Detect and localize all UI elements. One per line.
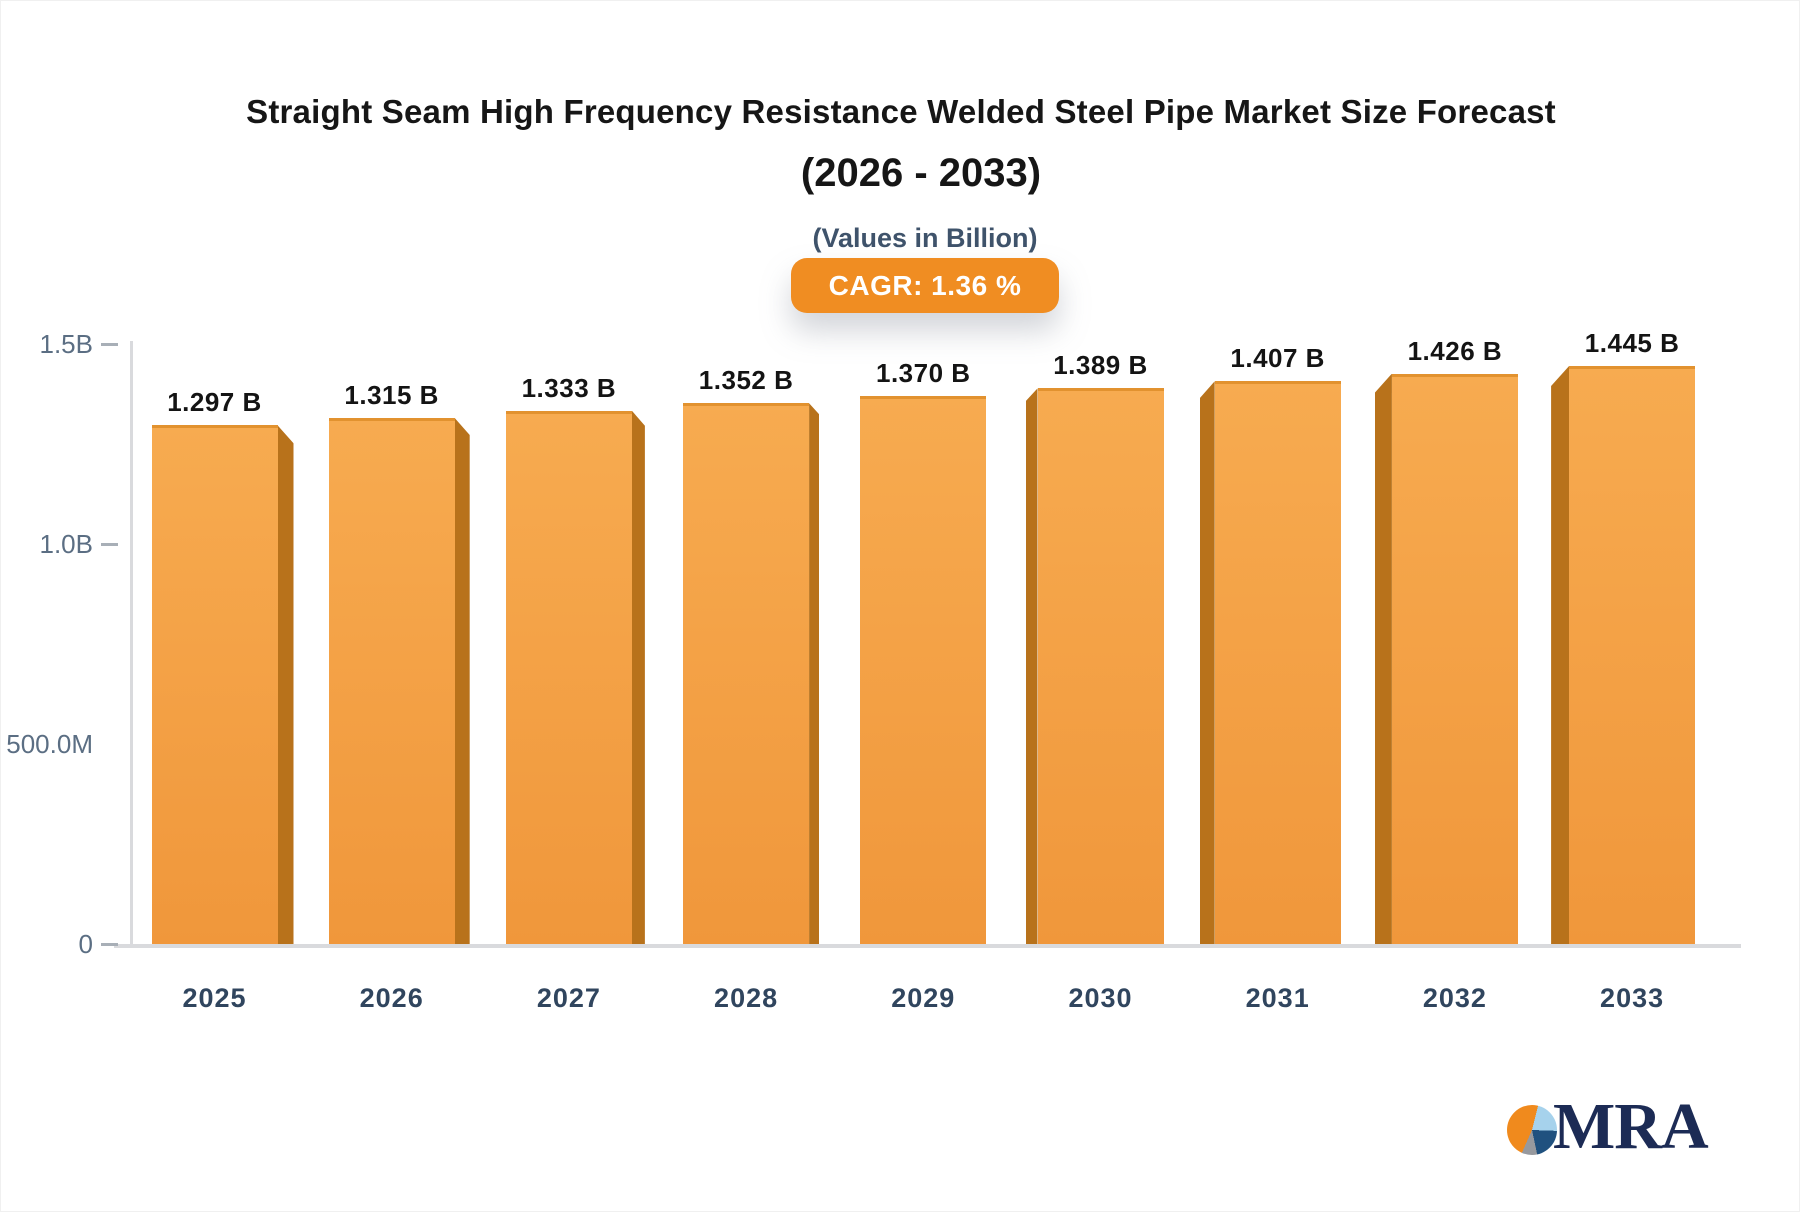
cagr-badge: CAGR: 1.36 % xyxy=(791,258,1059,313)
bar-2026 xyxy=(328,418,455,944)
y-tick-label-3: 0 xyxy=(78,929,93,959)
x-axis-label-2031: 2031 xyxy=(1245,983,1310,1013)
bar-side-2032 xyxy=(1374,373,1392,944)
y-tick-dash-0 xyxy=(101,343,118,346)
bar-value-label-2028: 1.352 B xyxy=(698,365,794,396)
bar-value-label-2030: 1.389 B xyxy=(1053,350,1148,381)
mra-logo-text: MRA xyxy=(1553,1090,1709,1163)
mra-logo: MRA xyxy=(1507,1089,1727,1163)
bar-side-2031 xyxy=(1199,381,1215,944)
bar-2031 xyxy=(1214,381,1341,944)
bar-side-2033 xyxy=(1551,366,1570,944)
bar-value-label-2027: 1.333 B xyxy=(521,372,617,403)
y-tick-label-2: 500.0M xyxy=(6,729,93,759)
bar-2029 xyxy=(860,396,987,944)
bar-2032 xyxy=(1391,373,1518,944)
x-axis-label-2032: 2032 xyxy=(1422,983,1487,1013)
bar-value-label-2032: 1.426 B xyxy=(1407,335,1503,366)
x-axis-label-2026: 2026 xyxy=(359,983,424,1013)
bar-side-2025 xyxy=(277,425,294,944)
y-tick-dash-1 xyxy=(101,543,118,546)
mra-logo-pie-icon xyxy=(1507,1105,1557,1155)
x-axis-label-2027: 2027 xyxy=(536,983,601,1013)
bar-side-2027 xyxy=(631,410,645,944)
bar-2025 xyxy=(151,425,278,944)
bar-side-2028 xyxy=(809,403,820,944)
bar-value-label-2031: 1.407 B xyxy=(1230,343,1325,374)
x-axis-label-2033: 2033 xyxy=(1600,983,1665,1013)
bar-side-2030 xyxy=(1025,388,1038,944)
y-tick-label-0: 1.5B xyxy=(39,329,94,359)
x-axis-label-2028: 2028 xyxy=(714,983,779,1013)
chart-title-years: (2026 - 2033) xyxy=(800,151,1042,195)
bar-side-2026 xyxy=(454,418,470,944)
bar-value-label-2029: 1.370 B xyxy=(876,358,971,388)
y-tick-label-1: 1.0B xyxy=(39,529,94,559)
bar-value-label-2026: 1.315 B xyxy=(344,380,439,410)
x-axis-label-2025: 2025 xyxy=(182,983,247,1013)
chart-subtitle: (Values in Billion) xyxy=(812,223,1038,253)
x-axis-label-2030: 2030 xyxy=(1068,983,1133,1013)
bar-2028 xyxy=(683,403,810,944)
bar-2027 xyxy=(505,410,632,944)
bar-value-label-2033: 1.445 B xyxy=(1584,328,1680,358)
y-tick-dash-3 xyxy=(101,943,118,946)
bar-2030 xyxy=(1037,388,1164,944)
y-axis-line xyxy=(130,341,133,948)
bar-2033 xyxy=(1569,366,1696,944)
chart-title: Straight Seam High Frequency Resistance … xyxy=(246,93,1556,130)
x-axis-label-2029: 2029 xyxy=(891,983,956,1013)
x-axis-baseline xyxy=(114,944,1741,948)
bar-value-label-2025: 1.297 B xyxy=(167,387,262,418)
